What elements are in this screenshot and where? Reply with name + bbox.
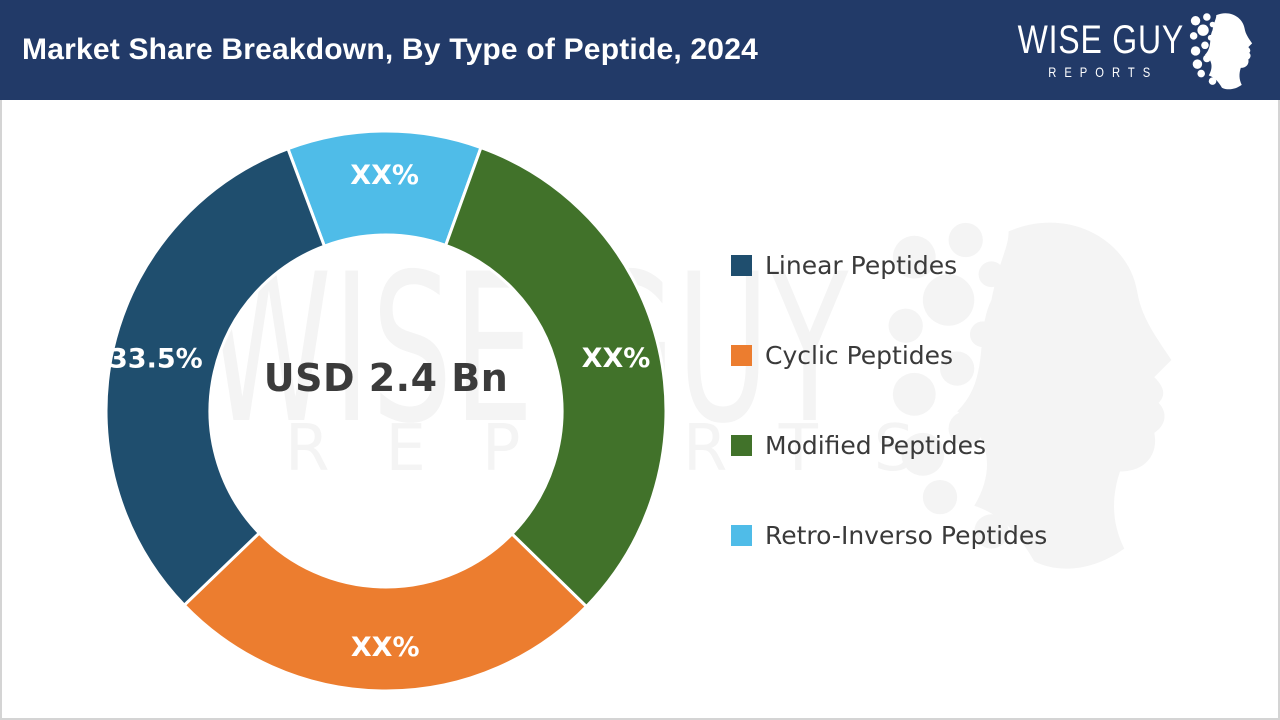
legend-label: Modified Peptides (765, 430, 987, 460)
legend-item-retro-inverso-peptides: Retro-Inverso Peptides (731, 520, 1048, 550)
slice-value-label: XX% (350, 160, 419, 191)
brand-subname: REPORTS (1048, 64, 1159, 80)
slice-value-label: 33.5% (109, 344, 203, 375)
legend-label: Linear Peptides (765, 250, 958, 280)
header: Market Share Breakdown, By Type of Pepti… (0, 0, 1280, 100)
donut-segment-cyclic-peptides (182, 530, 589, 693)
chart-legend: Linear Peptides Cyclic Peptides Modified… (731, 250, 1048, 550)
page-title: Market Share Breakdown, By Type of Pepti… (22, 33, 758, 66)
legend-label: Retro-Inverso Peptides (765, 520, 1048, 550)
chart-center-value: USD 2.4 Bn (263, 356, 509, 400)
legend-swatch-cyclic-peptides (731, 344, 752, 366)
legend-swatch-modified-peptides (731, 434, 752, 456)
brand-logo-text: WISE GUY REPORTS (1018, 20, 1184, 80)
legend-label: Cyclic Peptides (765, 340, 954, 370)
legend-item-linear-peptides: Linear Peptides (731, 250, 1047, 280)
watermark-face-icon (888, 222, 1172, 569)
legend-item-modified-peptides: Modified Peptides (731, 430, 1047, 460)
brand-name: WISE GUY (1017, 18, 1184, 62)
legend-swatch-linear-peptides (731, 254, 752, 276)
slice-value-label: XX% (351, 632, 420, 663)
legend-swatch-retro-inverso-peptides (731, 524, 752, 546)
brand-logo: WISE GUY REPORTS (976, 9, 1254, 91)
legend-item-cyclic-peptides: Cyclic Peptides (731, 340, 1047, 370)
brand-face-icon (1189, 13, 1253, 90)
chart-area: WISE GUY REPORTS XX% XX% XX% 33.5% USD 2.4 … (0, 100, 1280, 720)
donut-segment-retro-inverso-peptides (286, 129, 483, 249)
